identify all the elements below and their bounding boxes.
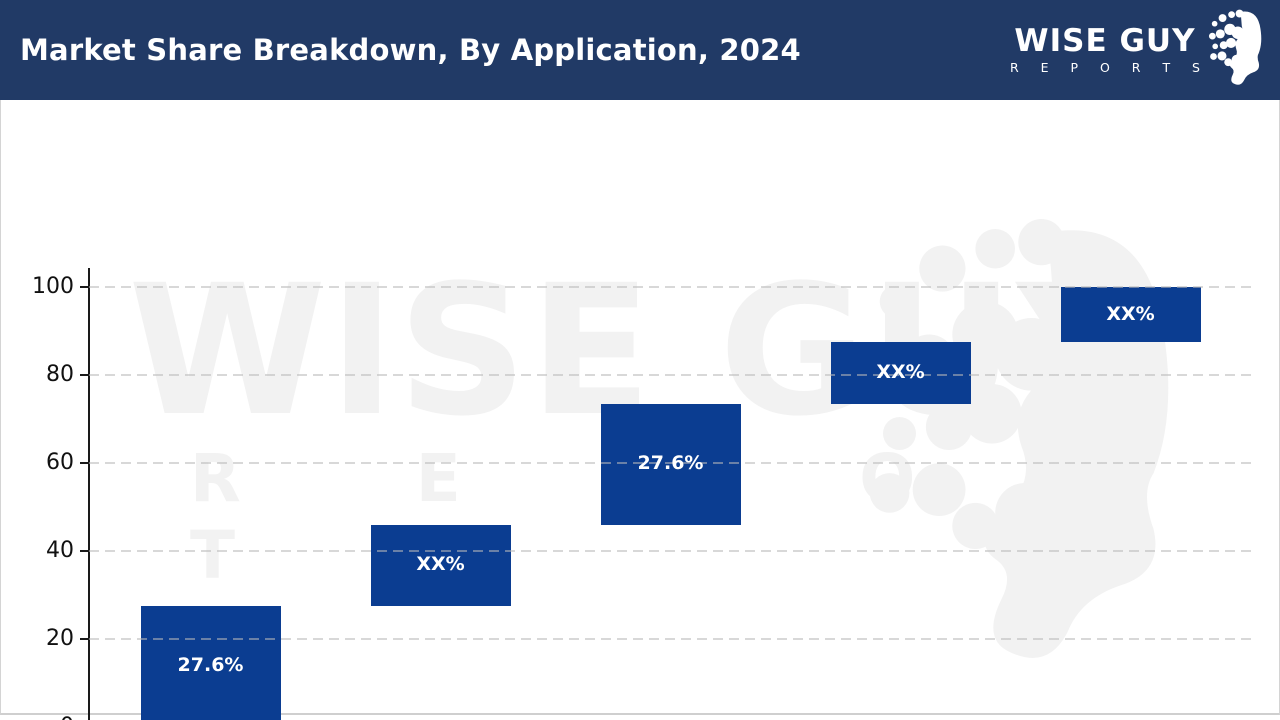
gridline-y-100 <box>89 286 1252 288</box>
y-axis-tick <box>80 638 89 640</box>
bar-energy-and-power <box>600 403 741 526</box>
y-axis-tick-label: 0 <box>14 716 74 720</box>
bar-marine <box>370 525 511 606</box>
bar-value-label: XX% <box>416 553 465 576</box>
gridline-y-20 <box>89 638 1252 640</box>
bar-value-label: 27.6% <box>637 452 704 475</box>
header-bar: Market Share Breakdown, By Application, … <box>0 0 1280 100</box>
brand-logo: WISE GUY R E P O R T S <box>1010 9 1266 91</box>
y-axis-tick <box>80 462 89 464</box>
y-axis-tick-label: 20 <box>46 626 74 651</box>
gridline-y-60 <box>89 462 1252 464</box>
y-axis-tick <box>80 374 89 376</box>
bar-value-label: XX% <box>1106 302 1155 325</box>
waterfall-chart: 02040608010027.6%Oil and GasXX%Marine27.… <box>0 100 1280 720</box>
y-axis-tick <box>80 286 89 288</box>
bar-oil-and-gas <box>140 605 281 720</box>
brand-logo-subtext: R E P O R T S <box>1009 59 1209 75</box>
y-axis-tick-label: 100 <box>32 274 74 299</box>
y-axis-line <box>88 268 90 720</box>
y-axis-tick-label: 60 <box>46 450 74 475</box>
y-axis-tick <box>80 550 89 552</box>
y-axis-tick-label: 40 <box>46 538 74 563</box>
brand-logo-face-icon <box>1204 9 1266 91</box>
gridline-y-40 <box>89 550 1252 552</box>
page-title: Market Share Breakdown, By Application, … <box>20 33 801 67</box>
brand-logo-text: WISE GUY R E P O R T S <box>1010 25 1200 75</box>
brand-logo-wordmark: WISE GUY <box>1014 23 1196 60</box>
gridline-y-80 <box>89 374 1252 376</box>
bar-value-label: 27.6% <box>177 654 244 677</box>
y-axis-tick-label: 80 <box>46 362 74 387</box>
bar-value-label: XX% <box>876 360 925 383</box>
